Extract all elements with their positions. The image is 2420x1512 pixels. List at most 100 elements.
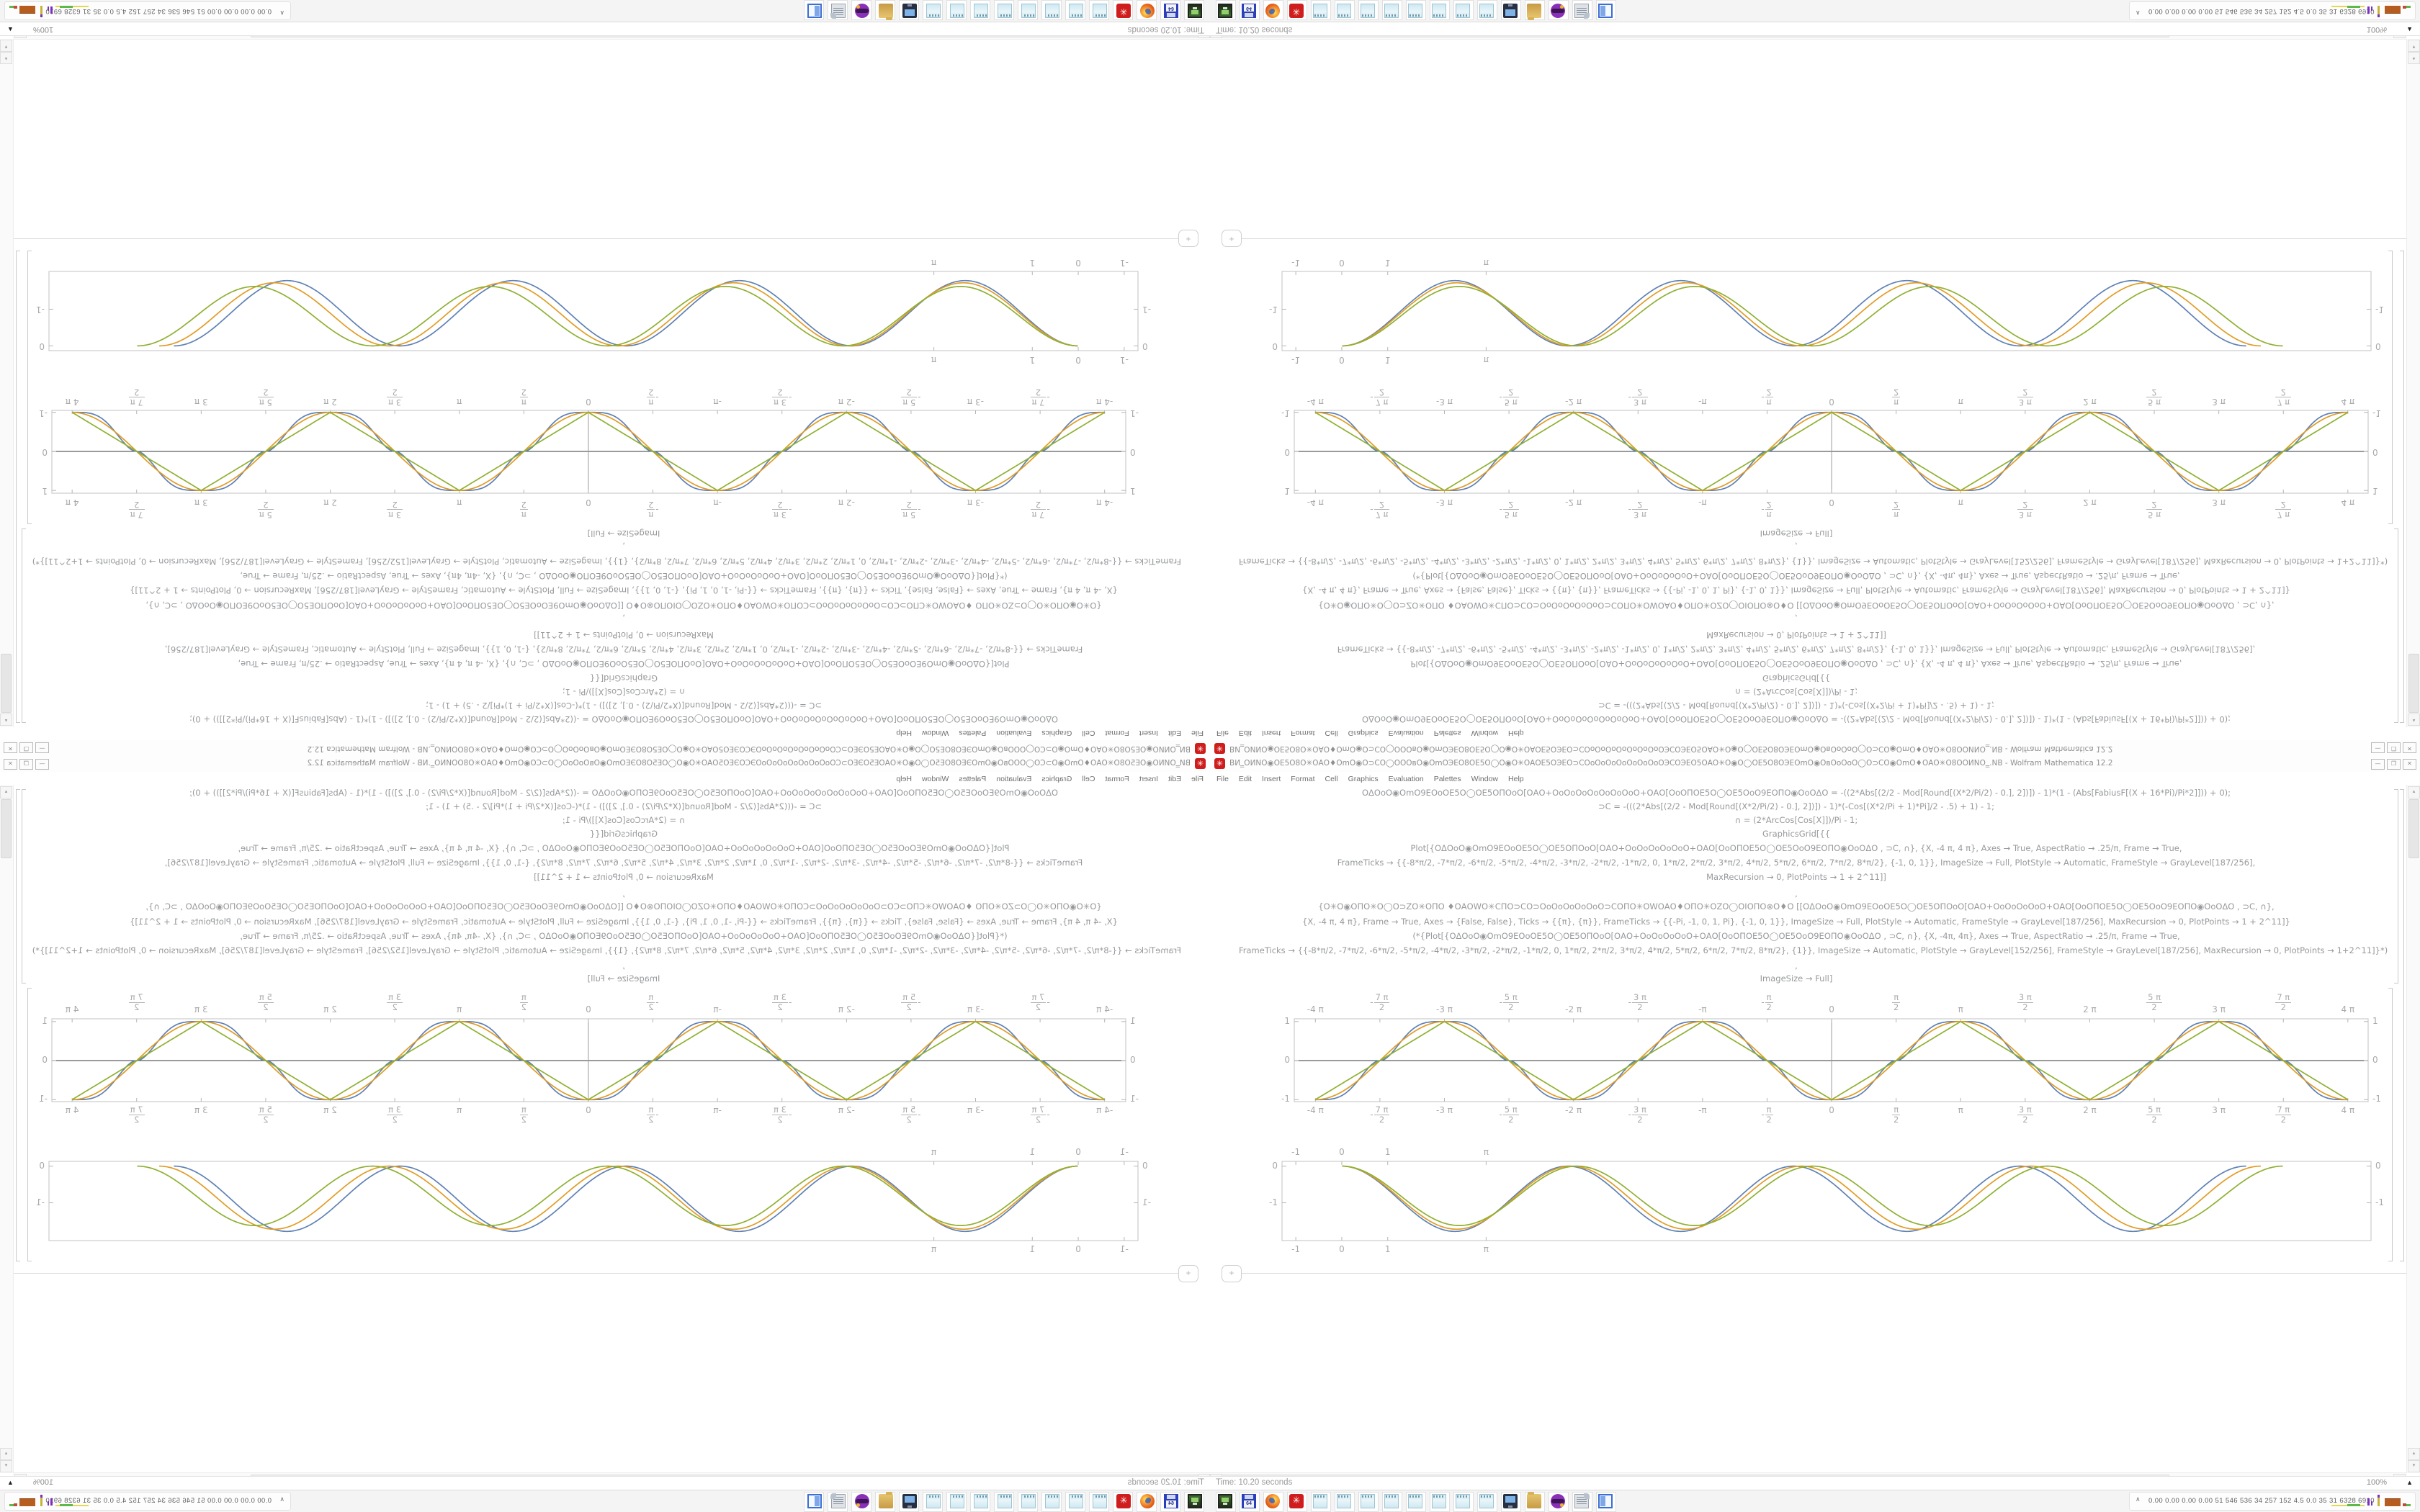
scroll-down-button[interactable]: ▾ <box>0 1460 12 1472</box>
printer-scroll-taskbar-button[interactable] <box>1572 1492 1592 1512</box>
floppy64-taskbar-button[interactable] <box>1240 1492 1260 1512</box>
drive-taskbar-button[interactable] <box>1184 0 1204 20</box>
notepad-2-taskbar-button[interactable] <box>1335 1492 1355 1512</box>
menu-cell[interactable]: Cell <box>1325 775 1338 783</box>
scroll-up-button[interactable]: ▴ <box>2408 714 2420 726</box>
printer-scroll-taskbar-button[interactable] <box>828 1492 848 1512</box>
notepad-1-taskbar-button[interactable] <box>1089 0 1109 20</box>
notepad-7-taskbar-button[interactable] <box>946 0 967 20</box>
group-cell-bracket[interactable] <box>16 251 20 723</box>
system-tray[interactable]: ∧ 0.00 0.00 0.00 0.00 51 546 536 34 257 1… <box>2129 1 2416 20</box>
notepad-7-taskbar-button[interactable] <box>1453 0 1474 20</box>
avatar-taskbar-button[interactable] <box>1549 0 1569 20</box>
notepad-4-taskbar-button[interactable] <box>1382 0 1402 20</box>
vertical-scroll-thumb[interactable] <box>1 654 12 713</box>
close-button[interactable]: ✕ <box>2403 759 2416 770</box>
firefox-taskbar-button[interactable] <box>1137 0 1157 20</box>
output-cell-bracket[interactable] <box>27 988 32 1261</box>
scroll-down-button[interactable]: ▾ <box>0 40 12 52</box>
media-window-taskbar-button[interactable] <box>1596 1492 1616 1512</box>
notepad-2-taskbar-button[interactable] <box>1065 0 1085 20</box>
notepad-8-taskbar-button[interactable] <box>923 1492 943 1512</box>
input-cell-bracket[interactable] <box>2394 789 2398 984</box>
printer-scroll-taskbar-button[interactable] <box>1572 0 1592 20</box>
vertical-scroll-thumb[interactable] <box>2408 799 2419 858</box>
magnification-control[interactable]: 100% <box>33 25 54 34</box>
notepad-5-taskbar-button[interactable] <box>1406 0 1426 20</box>
menu-edit[interactable]: Edit <box>1238 775 1252 783</box>
notepad-3-taskbar-button[interactable] <box>1041 0 1062 20</box>
group-cell-bracket[interactable] <box>2400 251 2404 723</box>
firefox-taskbar-button[interactable] <box>1137 1492 1157 1512</box>
scroll-small-up-button[interactable]: ▴ <box>0 1448 12 1460</box>
mathematica-taskbar-button[interactable]: ✳ <box>1287 1492 1307 1512</box>
notepad-1-taskbar-button[interactable] <box>1311 1492 1331 1512</box>
folder-taskbar-button[interactable] <box>875 1492 895 1512</box>
menu-evaluation[interactable]: Evaluation <box>1388 775 1424 783</box>
magnification-control[interactable]: 100% <box>2366 25 2387 34</box>
notepad-8-taskbar-button[interactable] <box>1477 0 1497 20</box>
notepad-5-taskbar-button[interactable] <box>1406 1492 1426 1512</box>
window-titlebar[interactable]: ✳ ВИ‗ОИNО◉ОЕ5О8О✳ОАО♦ОmО◉О⊃CО◯ОООвО◉ОmОЭ… <box>1210 756 2420 773</box>
menu-palettes[interactable]: Palettes <box>1433 775 1461 783</box>
output-cell-bracket[interactable] <box>2388 251 2393 524</box>
monitor-taskbar-button[interactable] <box>899 1492 919 1512</box>
system-tray[interactable]: ∧ 0.00 0.00 0.00 0.00 51 546 536 34 257 1… <box>4 1 291 20</box>
tray-chevron-icon[interactable]: ∧ <box>279 1495 284 1503</box>
insert-cell-button[interactable]: + <box>1222 1265 1242 1282</box>
printer-scroll-taskbar-button[interactable] <box>828 0 848 20</box>
scroll-up-button[interactable]: ▴ <box>0 786 12 798</box>
notepad-1-taskbar-button[interactable] <box>1089 1492 1109 1512</box>
menu-help[interactable]: Help <box>1508 775 1524 783</box>
mathematica-taskbar-button[interactable]: ✳ <box>1113 1492 1133 1512</box>
floppy64-taskbar-button[interactable] <box>1240 0 1260 20</box>
menu-insert[interactable]: Insert <box>1262 775 1281 783</box>
vertical-scrollbar[interactable]: ▴ ▴ ▾ <box>0 785 14 1473</box>
notepad-6-taskbar-button[interactable] <box>970 1492 990 1512</box>
output-cell-bracket[interactable] <box>2388 988 2393 1261</box>
notepad-3-taskbar-button[interactable] <box>1358 1492 1379 1512</box>
scroll-up-button[interactable]: ▴ <box>2408 786 2420 798</box>
notepad-7-taskbar-button[interactable] <box>1453 1492 1474 1512</box>
media-window-taskbar-button[interactable] <box>804 1492 824 1512</box>
notepad-4-taskbar-button[interactable] <box>1018 0 1038 20</box>
notepad-3-taskbar-button[interactable] <box>1358 0 1379 20</box>
magnification-control[interactable]: 100% <box>33 1478 54 1487</box>
notepad-4-taskbar-button[interactable] <box>1382 1492 1402 1512</box>
notepad-8-taskbar-button[interactable] <box>1477 1492 1497 1512</box>
drive-taskbar-button[interactable] <box>1216 0 1236 20</box>
notepad-4-taskbar-button[interactable] <box>1018 1492 1038 1512</box>
vertical-scroll-thumb[interactable] <box>2408 654 2419 713</box>
menu-window[interactable]: Window <box>1471 775 1499 783</box>
group-cell-bracket[interactable] <box>16 789 20 1261</box>
avatar-taskbar-button[interactable] <box>1549 1492 1569 1512</box>
floppy64-taskbar-button[interactable] <box>1160 0 1180 20</box>
vertical-scrollbar[interactable]: ▴ ▴ ▾ <box>2406 785 2420 1473</box>
notepad-5-taskbar-button[interactable] <box>994 1492 1014 1512</box>
drive-taskbar-button[interactable] <box>1216 1492 1236 1512</box>
output-cell-bracket[interactable] <box>27 251 32 524</box>
notepad-7-taskbar-button[interactable] <box>946 1492 967 1512</box>
vertical-scrollbar[interactable]: ▴ ▴ ▾ <box>2406 39 2420 727</box>
vertical-scroll-thumb[interactable] <box>1 799 12 858</box>
folder-taskbar-button[interactable] <box>1525 0 1545 20</box>
avatar-taskbar-button[interactable] <box>851 1492 871 1512</box>
system-tray[interactable]: ∧ 0.00 0.00 0.00 0.00 51 546 536 34 257 1… <box>4 1492 291 1511</box>
folder-taskbar-button[interactable] <box>1525 1492 1545 1512</box>
mathematica-taskbar-button[interactable]: ✳ <box>1287 0 1307 20</box>
tray-chevron-icon[interactable]: ∧ <box>2136 1495 2141 1503</box>
scroll-up-button[interactable]: ▴ <box>0 714 12 726</box>
notepad-5-taskbar-button[interactable] <box>994 0 1014 20</box>
monitor-taskbar-button[interactable] <box>899 0 919 20</box>
menu-graphics[interactable]: Graphics <box>1348 775 1379 783</box>
notepad-6-taskbar-button[interactable] <box>970 0 990 20</box>
insert-cell-button[interactable]: + <box>1178 230 1198 247</box>
insert-cell-button[interactable]: + <box>1222 230 1242 247</box>
monitor-taskbar-button[interactable] <box>1501 1492 1521 1512</box>
notepad-6-taskbar-button[interactable] <box>1430 1492 1450 1512</box>
media-window-taskbar-button[interactable] <box>804 0 824 20</box>
restore-button[interactable]: ❐ <box>2387 759 2401 770</box>
notepad-6-taskbar-button[interactable] <box>1430 0 1450 20</box>
input-cell-bracket[interactable] <box>22 789 26 984</box>
menu-file[interactable]: File <box>1216 775 1229 783</box>
